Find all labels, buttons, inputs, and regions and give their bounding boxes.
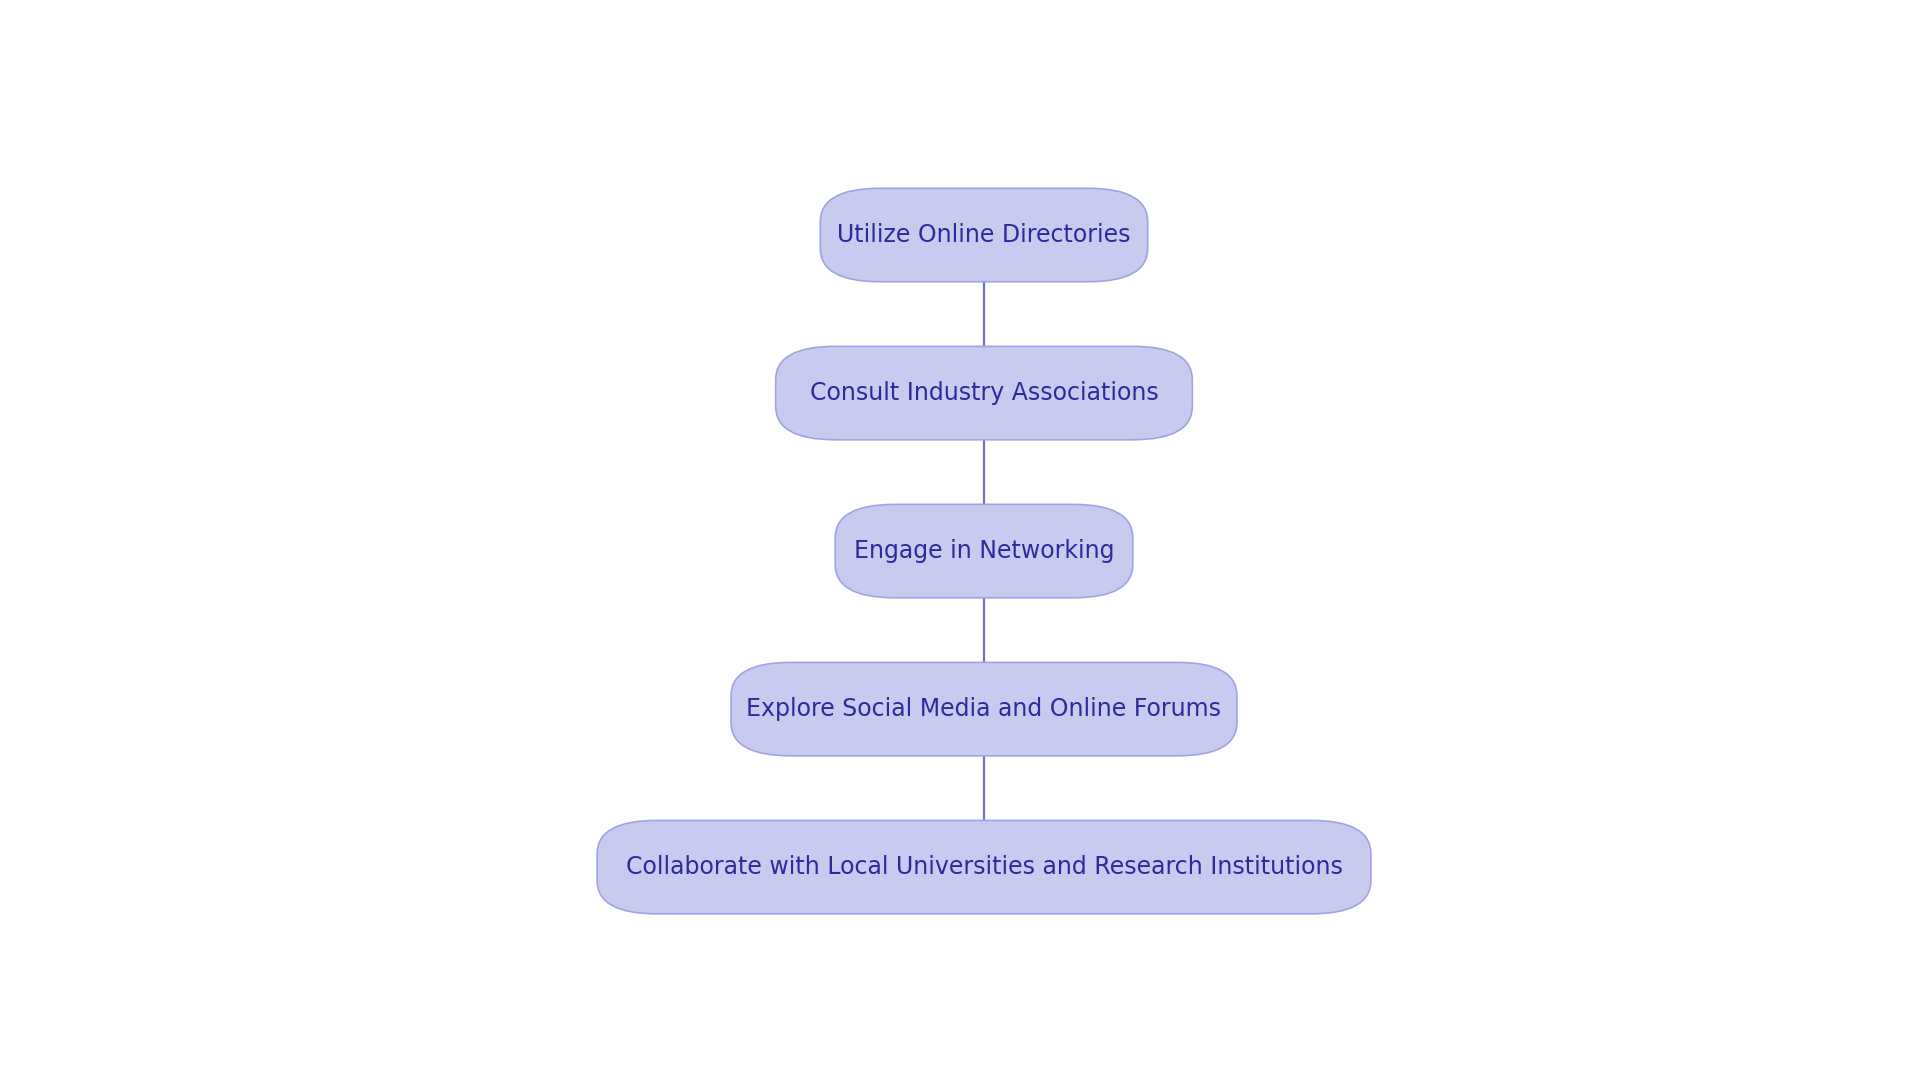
- FancyBboxPatch shape: [820, 188, 1148, 282]
- FancyBboxPatch shape: [835, 505, 1133, 598]
- FancyBboxPatch shape: [776, 347, 1192, 440]
- Text: Explore Social Media and Online Forums: Explore Social Media and Online Forums: [747, 697, 1221, 721]
- Text: Consult Industry Associations: Consult Industry Associations: [810, 381, 1158, 405]
- Text: Collaborate with Local Universities and Research Institutions: Collaborate with Local Universities and …: [626, 856, 1342, 879]
- Text: Engage in Networking: Engage in Networking: [854, 539, 1114, 563]
- FancyBboxPatch shape: [597, 821, 1371, 914]
- Text: Utilize Online Directories: Utilize Online Directories: [837, 223, 1131, 247]
- FancyBboxPatch shape: [732, 663, 1236, 756]
